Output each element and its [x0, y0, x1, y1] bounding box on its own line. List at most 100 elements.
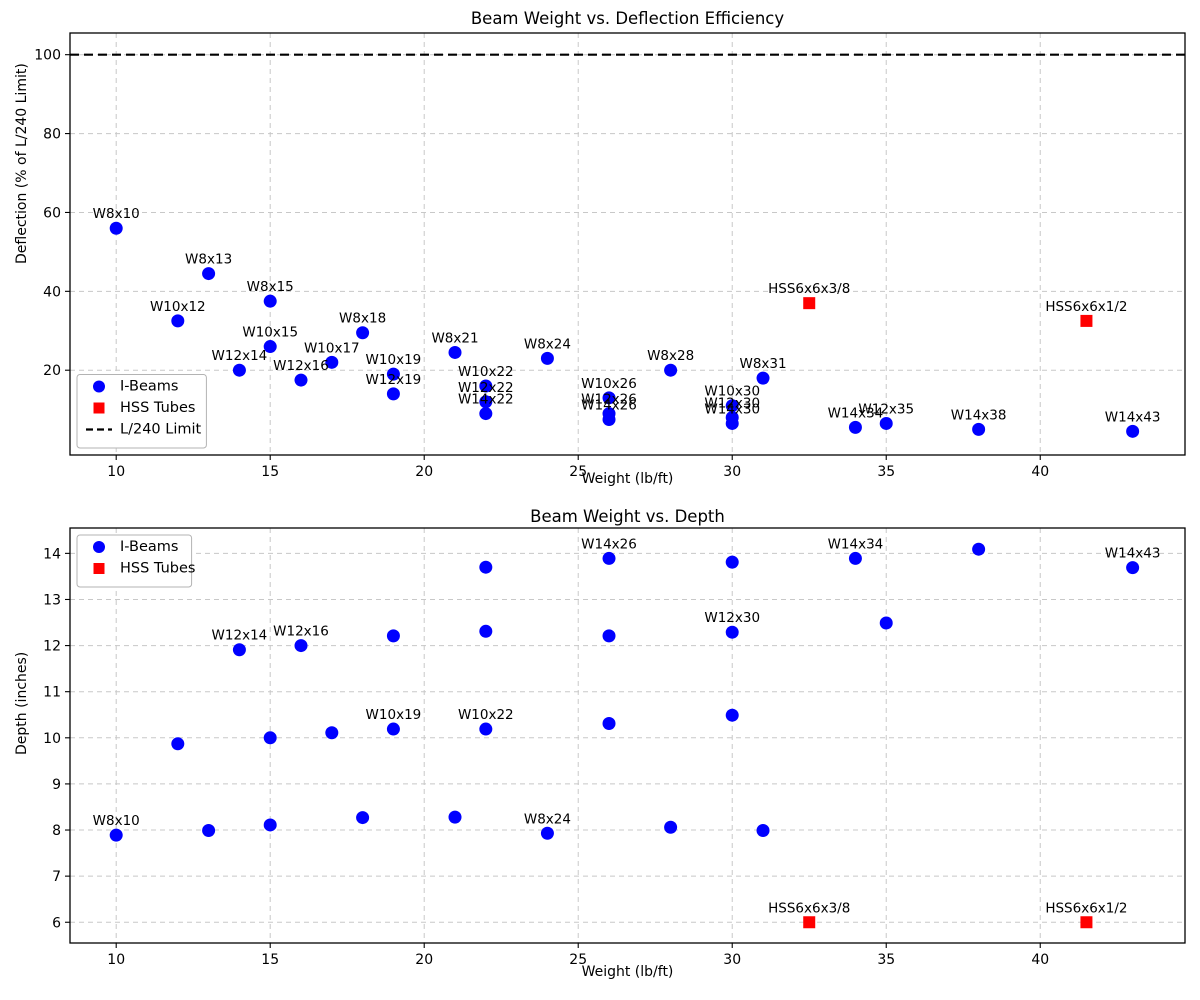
point-annotation: W10x22 [458, 707, 514, 723]
point-annotation: W10x22 [458, 364, 514, 380]
data-point [263, 818, 277, 832]
data-point [232, 363, 246, 377]
y-tick-label: 13 [43, 592, 61, 608]
data-point [725, 708, 739, 722]
data-point [479, 624, 493, 638]
data-point [540, 826, 554, 840]
y-tick-label: 10 [43, 731, 61, 747]
data-point [109, 828, 123, 842]
data-point [756, 823, 770, 837]
point-annotation: W10x19 [366, 707, 422, 723]
data-point [386, 367, 400, 381]
legend-label: HSS Tubes [120, 561, 195, 577]
legend-label: L/240 Limit [120, 422, 202, 438]
deflection-x-axis-label: Weight (lb/ft) [581, 471, 674, 487]
point-annotation: W12x14 [212, 348, 268, 364]
point-annotation: W12x30 [704, 396, 760, 412]
point-annotation: W14x34 [828, 536, 884, 552]
data-point [479, 560, 493, 574]
data-point [294, 639, 308, 653]
x-tick-label: 15 [261, 952, 279, 968]
deflection-plot-canvas: 10 15 20 25 30 35 40 20 40 60 80 100 W8x10 W10x12 W8x1… [34, 32, 1186, 480]
data-point [263, 340, 277, 354]
data-point [479, 407, 493, 421]
legend-box [76, 534, 193, 588]
x-tick-label: 35 [877, 464, 895, 480]
data-point [664, 820, 678, 834]
data-point [756, 371, 770, 385]
point-annotation: W10x17 [304, 340, 360, 356]
y-tick-label: 20 [43, 363, 61, 379]
x-tick-label: 40 [1031, 952, 1049, 968]
data-point [602, 551, 616, 565]
data-point [1080, 314, 1093, 327]
y-tick-label: 40 [43, 284, 61, 300]
data-point [171, 314, 185, 328]
data-point [202, 823, 216, 837]
data-point [263, 731, 277, 745]
data-point [725, 555, 739, 569]
point-annotation: W12x30 [704, 610, 760, 626]
data-point [479, 722, 493, 736]
point-annotation: W8x10 [93, 813, 140, 829]
point-annotation: HSS6x6x1/2 [1045, 900, 1127, 916]
point-annotation: W8x18 [339, 311, 386, 327]
x-tick-label: 35 [877, 952, 895, 968]
x-tick-label: 30 [723, 464, 741, 480]
point-annotation: W8x15 [247, 279, 294, 295]
x-tick-label: 30 [723, 952, 741, 968]
point-annotation: HSS6x6x3/8 [768, 281, 850, 297]
point-annotation: W12x35 [858, 401, 914, 417]
point-annotation: W14x43 [1105, 409, 1161, 425]
x-tick-label: 20 [415, 952, 433, 968]
point-annotation: W8x21 [431, 330, 478, 346]
depth-chart-title: Beam Weight vs. Depth [530, 507, 725, 526]
data-point [1126, 561, 1140, 575]
x-tick-label: 20 [415, 464, 433, 480]
point-annotation: W14x26 [581, 398, 637, 414]
data-point [602, 629, 616, 643]
data-point [1126, 424, 1140, 438]
y-tick-label: 14 [43, 546, 61, 562]
point-annotation: HSS6x6x1/2 [1045, 299, 1127, 315]
y-tick-label: 12 [43, 639, 61, 655]
depth-plot-canvas: 10 15 20 25 30 35 40 6 7 8 9 10 11 12 13 14 W8x10 W12x14 W… [43, 527, 1186, 968]
data-point [972, 422, 986, 436]
x-tick-label: 10 [107, 952, 125, 968]
legend-marker-square [93, 402, 105, 414]
data-point [664, 363, 678, 377]
data-point [202, 267, 216, 281]
y-tick-label: 60 [43, 205, 61, 221]
y-tick-label: 80 [43, 127, 61, 143]
data-point [109, 221, 123, 235]
deflection-chart-title: Beam Weight vs. Deflection Efficiency [470, 9, 785, 28]
legend-label: I-Beams [120, 539, 178, 555]
data-point [848, 420, 862, 434]
data-point [725, 399, 739, 413]
point-annotation: W10x30 [704, 384, 760, 400]
x-tick-label: 15 [261, 464, 279, 480]
point-annotation: W12x14 [212, 628, 268, 644]
point-annotation: W12x16 [273, 624, 329, 640]
point-annotation: W12x19 [366, 372, 422, 388]
x-tick-label: 40 [1031, 464, 1049, 480]
point-annotation: W8x24 [524, 336, 571, 352]
point-annotation: W12x26 [581, 392, 637, 408]
point-annotation: W14x30 [704, 401, 760, 417]
point-annotation: W12x16 [273, 358, 329, 374]
data-point [540, 351, 554, 365]
data-point [356, 326, 370, 340]
data-point [1080, 916, 1093, 929]
point-annotation: W8x28 [647, 348, 694, 364]
data-point [386, 722, 400, 736]
legend: I-Beams HSS Tubes L/240 Limit [76, 374, 207, 449]
plot-border [69, 32, 1186, 456]
data-point [448, 345, 462, 359]
y-tick-label: 7 [52, 869, 61, 885]
data-point [479, 379, 493, 393]
point-annotation: W14x43 [1105, 546, 1161, 562]
data-point [171, 737, 185, 751]
y-tick-label: 8 [52, 823, 61, 839]
point-annotation: W8x31 [739, 356, 786, 372]
y-tick-label: 11 [43, 685, 61, 701]
